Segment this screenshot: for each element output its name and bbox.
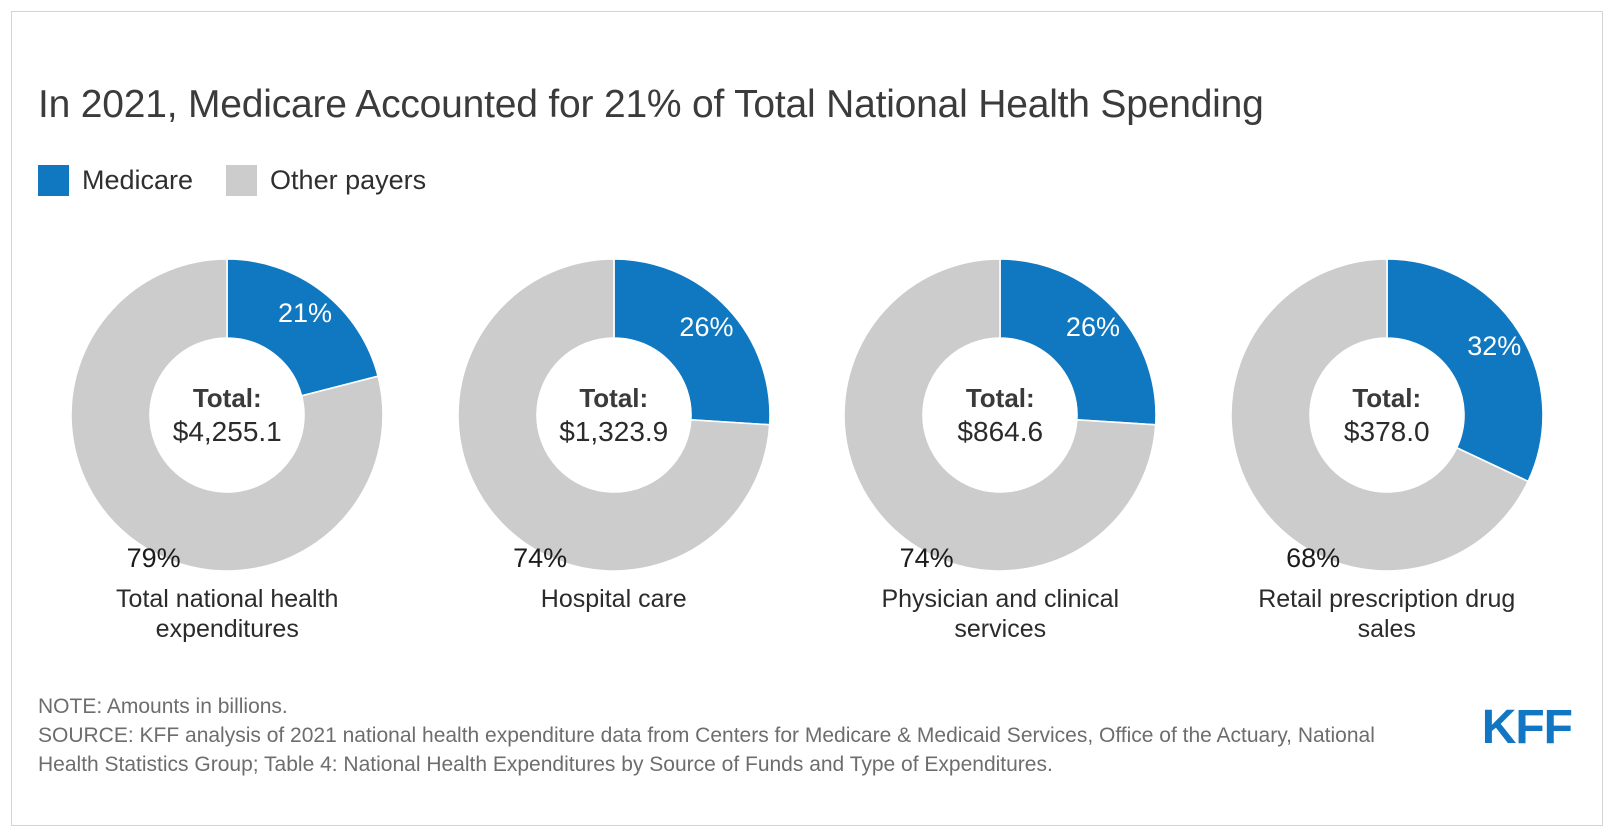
donut-svg [843, 258, 1158, 572]
donut-graphic: 26% 74% Total: $864.6 [835, 250, 1165, 580]
donut-chart-1: 21% 79% Total: $4,255.1 Total national healt… [34, 250, 421, 643]
donut-graphic: 21% 79% Total: $4,255.1 [62, 250, 392, 580]
kff-logo: KFF [1481, 701, 1573, 754]
donut-svg [456, 258, 771, 572]
legend-item-medicare[interactable]: Medicare [38, 163, 193, 197]
donut-chart-2: 26% 74% Total: $1,323.9 Hospital care [421, 250, 808, 640]
category-label: Hospital care [421, 584, 808, 614]
legend-label: Other payers [270, 164, 427, 195]
donut-slice-other-payers[interactable] [456, 258, 771, 572]
donut-slice-medicare[interactable] [1385, 258, 1544, 483]
donut-slice-medicare[interactable] [612, 258, 771, 426]
donut-slice-other-payers[interactable] [843, 258, 1157, 572]
donut-chart-3: 26% 74% Total: $864.6 Physician and clinical… [807, 250, 1194, 643]
category-label-line: services [954, 615, 1047, 643]
note-line: NOTE: Amounts in billions. [38, 695, 288, 718]
legend-swatch-medicare [38, 164, 69, 196]
donut-slice-medicare[interactable] [999, 258, 1158, 426]
category-label-line: Physician and clinical [881, 585, 1120, 613]
donut-slice-other-payers[interactable] [70, 258, 385, 572]
source-line-2: Health Statistics Group; Table 4: Nation… [38, 753, 1053, 776]
donut-svg [1229, 258, 1544, 572]
source-line-1: SOURCE: KFF analysis of 2021 national he… [38, 724, 1375, 747]
category-label-line: Hospital care [540, 585, 687, 613]
category-label: Retail prescription drug sales [1194, 584, 1581, 644]
donut-slice-other-payers[interactable] [1229, 258, 1529, 572]
legend-swatch-other-payers [226, 164, 258, 196]
category-label-line: Retail prescription drug [1258, 585, 1516, 613]
page-title: In 2021, Medicare Accounted for 21% of T… [38, 83, 1264, 126]
category-label-line: Total national health [116, 585, 339, 613]
donut-svg [70, 258, 385, 572]
donut-graphic: 26% 74% Total: $1,323.9 [449, 250, 779, 580]
category-label-line: expenditures [155, 615, 299, 643]
donut-chart-4: 32% 68% Total: $378.0 Retail prescription dr… [1194, 250, 1581, 643]
donut-graphic: 32% 68% Total: $378.0 [1222, 250, 1552, 580]
chart-legend: Medicare Other payers [38, 163, 426, 197]
donut-slice-medicare[interactable] [226, 258, 380, 397]
category-label: Total national health expenditures [34, 584, 421, 644]
category-label-line: sales [1357, 615, 1416, 643]
category-label: Physician and clinical services [807, 584, 1194, 644]
donut-chart-row: 21% 79% Total: $4,255.1 Total national healt… [34, 250, 1581, 643]
legend-item-other-payers[interactable]: Other payers [226, 163, 426, 197]
footnotes: NOTE: Amounts in billions. SOURCE: KFF a… [38, 692, 1438, 779]
legend-label: Medicare [82, 164, 194, 195]
